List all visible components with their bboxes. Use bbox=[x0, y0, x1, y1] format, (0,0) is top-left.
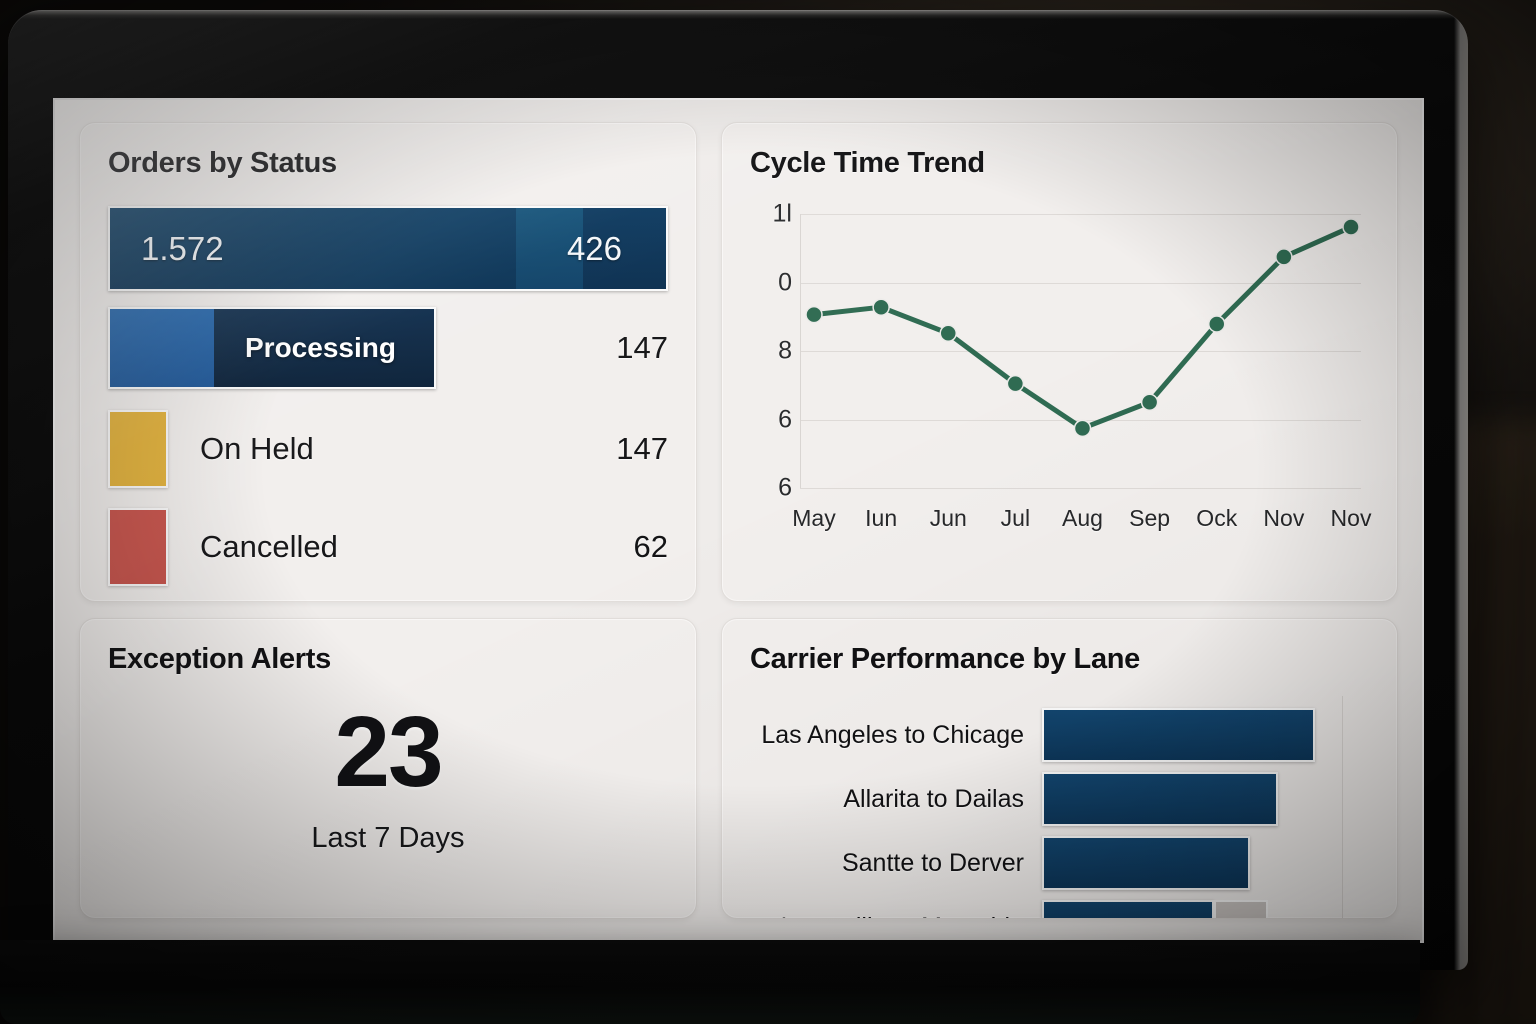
legend-row-cancelled[interactable]: Cancelled 62 bbox=[108, 501, 668, 593]
total-bar-segment-1 bbox=[110, 208, 516, 289]
lid-right-edge-highlight bbox=[1454, 10, 1468, 970]
carrier-performance-bar-chart[interactable]: Las Angeles to Chicage Allarita to Dailas… bbox=[750, 696, 1369, 919]
on-held-value: 147 bbox=[616, 431, 668, 466]
cycle-x-tick-label: May bbox=[792, 505, 836, 531]
lane-bar-remainder bbox=[1213, 900, 1269, 918]
carrier-card-title: Carrier Performance by Lane bbox=[750, 643, 1141, 675]
lane-track bbox=[1042, 708, 1369, 762]
cycle-x-tick-label: Jul bbox=[1000, 505, 1031, 531]
cycle-gridline bbox=[800, 488, 1361, 489]
lane-bar-fill bbox=[1042, 836, 1251, 890]
total-bar-right-value: 426 bbox=[566, 229, 622, 267]
cycle-time-line-chart[interactable]: 1l 0 8 6 6 May Iun Jun Jul Aug Sep Ock Nov Nov bbox=[750, 200, 1372, 536]
processing-bar-segment-2 bbox=[213, 309, 434, 387]
lid-top-edge-highlight bbox=[8, 10, 1468, 19]
cycle-gridline bbox=[800, 214, 1361, 215]
lane-row[interactable]: Las Angeles to Chicage bbox=[750, 708, 1369, 762]
legend-row-on-held[interactable]: On Held 147 bbox=[108, 403, 668, 495]
total-bar-segment-3 bbox=[582, 208, 666, 289]
processing-bar-segment-1 bbox=[110, 309, 214, 387]
cancelled-color-swatch bbox=[108, 508, 168, 586]
lane-row[interactable]: Santte to Derver bbox=[750, 836, 1369, 890]
cancelled-label: Cancelled bbox=[200, 529, 338, 564]
lane-row[interactable]: Louteville to Memphie bbox=[750, 900, 1369, 919]
lane-label: Louteville to Memphie bbox=[750, 913, 1042, 919]
on-held-label: On Held bbox=[200, 431, 314, 466]
cycle-x-tick-label: Nov bbox=[1263, 505, 1305, 531]
lane-bar-fill bbox=[1042, 708, 1315, 762]
processing-bar[interactable]: Processing bbox=[108, 307, 436, 389]
exception-card-title: Exception Alerts bbox=[108, 643, 331, 675]
cycle-y-tick-label: 6 bbox=[778, 405, 792, 433]
carrier-chart-frame-line bbox=[1341, 696, 1343, 918]
lane-track bbox=[1042, 836, 1369, 890]
cycle-x-tick-label: Jun bbox=[929, 505, 967, 531]
cycle-x-tick-label: Sep bbox=[1129, 505, 1171, 531]
lane-label: Santte to Derver bbox=[841, 848, 1024, 877]
cycle-time-trend-card: Cycle Time Trend 1l 0 8 6 6 May Iun Jun Jul Aug Se… bbox=[721, 122, 1398, 602]
orders-card-title: Orders by Status bbox=[108, 147, 337, 179]
orders-by-status-card: Orders by Status 1.572 426 bbox=[79, 122, 697, 602]
total-bar-left-value: 1.572 bbox=[141, 229, 224, 267]
cycle-x-tick-label: Aug bbox=[1062, 505, 1103, 531]
cycle-card-title: Cycle Time Trend bbox=[750, 147, 985, 179]
total-orders-row: 1.572 426 bbox=[108, 206, 668, 291]
processing-value: 147 bbox=[616, 330, 668, 365]
exception-period: Last 7 Days bbox=[311, 822, 465, 854]
exception-alerts-card: Exception Alerts 23 Last 7 Days bbox=[79, 618, 697, 919]
cycle-gridline bbox=[800, 351, 1361, 352]
lane-track bbox=[1042, 900, 1369, 918]
cycle-x-tick-label: Ock bbox=[1196, 505, 1238, 531]
exception-count: 23 bbox=[334, 696, 443, 808]
cycle-x-tick-label: Iun bbox=[865, 505, 898, 531]
total-orders-bar[interactable]: 1.572 426 bbox=[108, 206, 668, 291]
processing-label: Processing bbox=[245, 332, 396, 363]
cycle-y-tick-label: 8 bbox=[778, 336, 792, 365]
lane-bar-fill bbox=[1042, 900, 1214, 918]
lane-track bbox=[1042, 772, 1369, 826]
cycle-y-axis-line bbox=[800, 214, 801, 488]
dashboard: Orders by Status 1.572 426 bbox=[55, 100, 1422, 941]
lane-label: Allarita to Dailas bbox=[843, 784, 1024, 813]
on-held-color-swatch bbox=[108, 410, 168, 488]
carrier-performance-card: Carrier Performance by Lane Las Angeles … bbox=[721, 618, 1398, 919]
lane-row[interactable]: Allarita to Dailas bbox=[750, 772, 1369, 826]
cycle-gridline bbox=[800, 282, 1361, 284]
cycle-y-tick-label: 6 bbox=[778, 473, 792, 502]
cycle-y-tick-label: 1l bbox=[772, 199, 792, 228]
laptop-screen: Orders by Status 1.572 426 bbox=[53, 98, 1424, 943]
lane-label: Las Angeles to Chicage bbox=[761, 720, 1024, 749]
cancelled-value: 62 bbox=[633, 529, 668, 564]
processing-row: Processing 147 bbox=[108, 307, 668, 389]
laptop-lid: Orders by Status 1.572 426 bbox=[8, 10, 1468, 970]
lane-bar-fill bbox=[1042, 772, 1278, 826]
cycle-y-tick-label: 0 bbox=[778, 268, 792, 296]
cycle-line-series bbox=[805, 218, 1360, 438]
laptop-base bbox=[0, 940, 1420, 1024]
total-bar-segment-2 bbox=[515, 208, 583, 289]
cycle-x-tick-label: Nov bbox=[1330, 505, 1372, 531]
